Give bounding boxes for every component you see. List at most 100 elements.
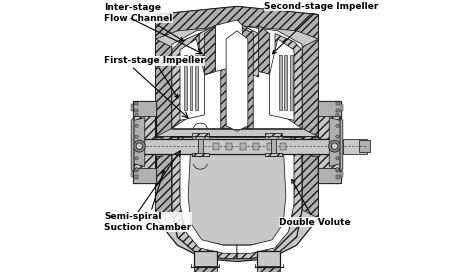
Bar	[319, 101, 341, 116]
Bar	[336, 169, 340, 172]
Polygon shape	[184, 55, 187, 109]
Bar	[253, 143, 259, 150]
Polygon shape	[284, 55, 287, 109]
Circle shape	[336, 168, 339, 171]
Polygon shape	[226, 31, 248, 131]
Polygon shape	[155, 7, 319, 137]
Polygon shape	[190, 55, 192, 109]
Polygon shape	[155, 39, 172, 137]
Polygon shape	[302, 137, 319, 218]
Bar	[265, 153, 282, 156]
Bar	[265, 133, 282, 136]
Polygon shape	[155, 137, 172, 218]
Bar	[272, 138, 276, 154]
Bar	[133, 101, 155, 116]
Bar	[341, 171, 343, 177]
Bar	[134, 169, 138, 172]
Polygon shape	[259, 25, 270, 74]
Bar	[134, 138, 340, 154]
Polygon shape	[270, 39, 294, 120]
Bar	[226, 143, 232, 150]
Polygon shape	[237, 137, 302, 259]
Polygon shape	[242, 25, 259, 77]
Circle shape	[135, 113, 138, 117]
Polygon shape	[237, 142, 294, 253]
Circle shape	[331, 143, 338, 149]
Circle shape	[136, 143, 143, 149]
Polygon shape	[134, 118, 145, 167]
Polygon shape	[268, 154, 279, 157]
Bar	[319, 101, 341, 183]
Bar	[267, 143, 273, 150]
Polygon shape	[195, 135, 206, 138]
Polygon shape	[279, 55, 282, 109]
Bar	[134, 176, 138, 179]
Bar	[319, 168, 341, 183]
Circle shape	[336, 113, 339, 117]
Polygon shape	[319, 104, 340, 180]
Bar	[131, 171, 133, 177]
Polygon shape	[155, 137, 319, 262]
Polygon shape	[275, 34, 302, 129]
Circle shape	[336, 157, 339, 160]
Circle shape	[336, 135, 339, 138]
Polygon shape	[192, 154, 209, 156]
Polygon shape	[172, 34, 199, 129]
Polygon shape	[155, 7, 319, 39]
Bar	[133, 101, 155, 183]
Bar	[134, 109, 138, 112]
Bar	[281, 143, 286, 150]
Bar	[257, 251, 281, 267]
Text: Double Volute: Double Volute	[279, 180, 351, 227]
Polygon shape	[268, 135, 279, 138]
Bar	[212, 143, 219, 150]
Polygon shape	[180, 142, 237, 253]
Bar	[336, 102, 340, 105]
Polygon shape	[340, 118, 343, 172]
Bar	[134, 102, 138, 105]
Polygon shape	[134, 104, 155, 180]
Bar	[155, 137, 162, 156]
Bar	[192, 133, 209, 136]
Bar	[336, 176, 340, 179]
Polygon shape	[302, 39, 319, 137]
Circle shape	[135, 135, 138, 138]
Bar	[131, 104, 133, 111]
Polygon shape	[221, 25, 253, 129]
Polygon shape	[329, 118, 340, 167]
Circle shape	[135, 124, 138, 127]
Circle shape	[133, 140, 146, 152]
Polygon shape	[195, 154, 206, 157]
Polygon shape	[215, 20, 242, 72]
Circle shape	[336, 124, 339, 127]
Bar	[198, 138, 202, 154]
Polygon shape	[172, 137, 237, 259]
Bar	[343, 138, 367, 154]
Circle shape	[328, 140, 341, 152]
Bar	[257, 266, 281, 272]
Bar	[359, 140, 370, 152]
Bar	[193, 251, 217, 267]
Polygon shape	[192, 136, 209, 138]
Polygon shape	[172, 25, 302, 129]
Bar	[240, 143, 246, 150]
Polygon shape	[131, 118, 134, 172]
Polygon shape	[290, 55, 292, 109]
Bar	[192, 153, 209, 156]
Polygon shape	[204, 25, 215, 74]
Circle shape	[135, 168, 138, 171]
Polygon shape	[199, 25, 215, 77]
Bar	[341, 104, 343, 111]
Circle shape	[135, 157, 138, 160]
Text: Inter-stage
Flow Channel: Inter-stage Flow Channel	[104, 4, 183, 41]
Bar	[336, 109, 340, 112]
Text: Semi-spiral
Suction Chamber: Semi-spiral Suction Chamber	[104, 170, 191, 232]
Text: Second-stage Impeller: Second-stage Impeller	[264, 2, 379, 54]
Polygon shape	[195, 55, 198, 109]
Text: First-stage Impeller: First-stage Impeller	[104, 56, 205, 98]
Bar	[133, 168, 155, 183]
Polygon shape	[265, 154, 282, 156]
Bar	[193, 266, 217, 272]
Polygon shape	[265, 136, 282, 138]
Bar	[312, 137, 319, 156]
